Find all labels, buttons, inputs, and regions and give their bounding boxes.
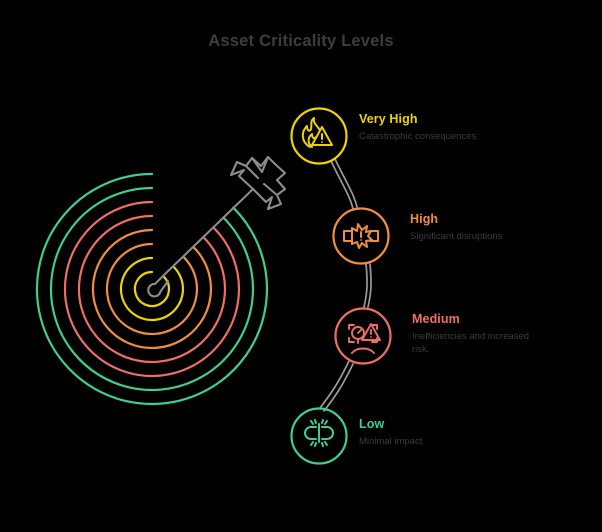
- warning-exclamation-dot: [321, 141, 323, 143]
- link-left: [304, 426, 317, 440]
- healthy-link-magnifier-icon: [304, 419, 334, 447]
- pipe-left: [343, 230, 353, 242]
- connector-segment-3a: [319, 360, 350, 409]
- flame-shape: [301, 117, 320, 148]
- legend-label-very-high: Very High: [359, 112, 418, 126]
- target-ring-high-inner: [105, 242, 199, 336]
- high-icon-circle: [332, 207, 390, 265]
- spark-down-left: [310, 441, 314, 446]
- connector-segment-1a: [330, 160, 354, 210]
- connector-segment-2b: [367, 263, 372, 308]
- gauge-needle: [357, 329, 362, 334]
- machine-sad-warning-icon: [348, 323, 381, 354]
- legend-label-medium: Medium: [412, 312, 460, 326]
- connector-segment-3b: [323, 363, 354, 412]
- connector-segment-2a: [363, 263, 368, 308]
- legend-label-low: Low: [359, 417, 385, 431]
- arrow-fletching-left: [229, 155, 277, 191]
- legend-desc-high: Significant disruptions: [410, 231, 503, 242]
- arrow-fletching-detail-1: [244, 164, 260, 180]
- target-ring-veryhigh-outer: [119, 256, 185, 322]
- sad-mouth: [351, 347, 375, 354]
- burst-star: [351, 223, 373, 249]
- very-high-icon-circle: [290, 107, 348, 165]
- icon-medium[interactable]: [334, 307, 392, 365]
- spark-up-mid-right: [321, 419, 324, 424]
- legend-item-low[interactable]: Low Minimal impact: [359, 417, 509, 449]
- warning-triangle-medium: [361, 323, 381, 341]
- target-ring-veryhigh-inner: [133, 270, 171, 308]
- burst-pipe-warning-icon: [343, 223, 379, 249]
- bracket-top-left: [348, 324, 355, 330]
- icon-low[interactable]: [290, 407, 348, 465]
- curved-connector-line: [319, 158, 372, 412]
- arrow-fletching-detail-3: [250, 155, 270, 174]
- target-rings: [35, 172, 269, 406]
- medium-icon-circle: [334, 307, 392, 365]
- gauge-dial: [351, 326, 365, 340]
- legend-item-very-high[interactable]: Very High Catastrophic consequences: [359, 112, 529, 144]
- arrow-fletching-detail-2: [262, 182, 279, 197]
- legend-item-medium[interactable]: Medium Inefficiencies and increased risk…: [412, 312, 542, 356]
- warning-exclamation-dot-medium: [370, 336, 372, 338]
- target-ring-high-outer: [91, 228, 213, 350]
- spark-down-mid-right: [321, 442, 324, 447]
- legend-desc-very-high: Catastrophic consequences: [359, 131, 477, 142]
- warning-triangle: [311, 126, 333, 146]
- fire-warning-magnifier-icon: [301, 117, 333, 148]
- target-ring-medium-outer: [63, 200, 241, 378]
- bracket-bottom-left: [348, 337, 355, 343]
- spark-down-mid-left: [314, 442, 317, 447]
- arrow-tip: [147, 274, 170, 298]
- icon-very-high[interactable]: [290, 107, 348, 165]
- arrow: [147, 155, 287, 298]
- spark-down-right: [324, 441, 328, 446]
- legend-desc-medium: Inefficiencies and increased risk.: [412, 331, 530, 355]
- spark-up-right: [324, 420, 328, 425]
- legend-item-high[interactable]: High Significant disruptions: [410, 212, 560, 244]
- connector-segment-1b: [334, 158, 358, 208]
- target-ring-low-outer: [35, 172, 269, 406]
- spark-up-mid-left: [314, 419, 317, 424]
- legend-desc-low: Minimal impact: [359, 436, 423, 447]
- spark-up-left: [310, 420, 314, 425]
- arrow-fletching-right: [251, 162, 287, 211]
- pipe-right: [369, 230, 379, 242]
- target-ring-low-inner: [49, 186, 255, 392]
- bracket-top-right: [371, 324, 378, 330]
- bracket-bottom-right: [371, 337, 378, 343]
- flame-inner: [307, 133, 317, 148]
- page-title: Asset Criticality Levels: [208, 32, 394, 50]
- target-ring-medium-inner: [77, 214, 227, 364]
- burst-exclamation-dot: [360, 239, 362, 241]
- legend-label-high: High: [410, 212, 439, 226]
- arrow-shaft: [161, 187, 255, 278]
- link-right: [321, 426, 334, 440]
- low-icon-circle: [290, 407, 348, 465]
- icon-high[interactable]: [332, 207, 390, 265]
